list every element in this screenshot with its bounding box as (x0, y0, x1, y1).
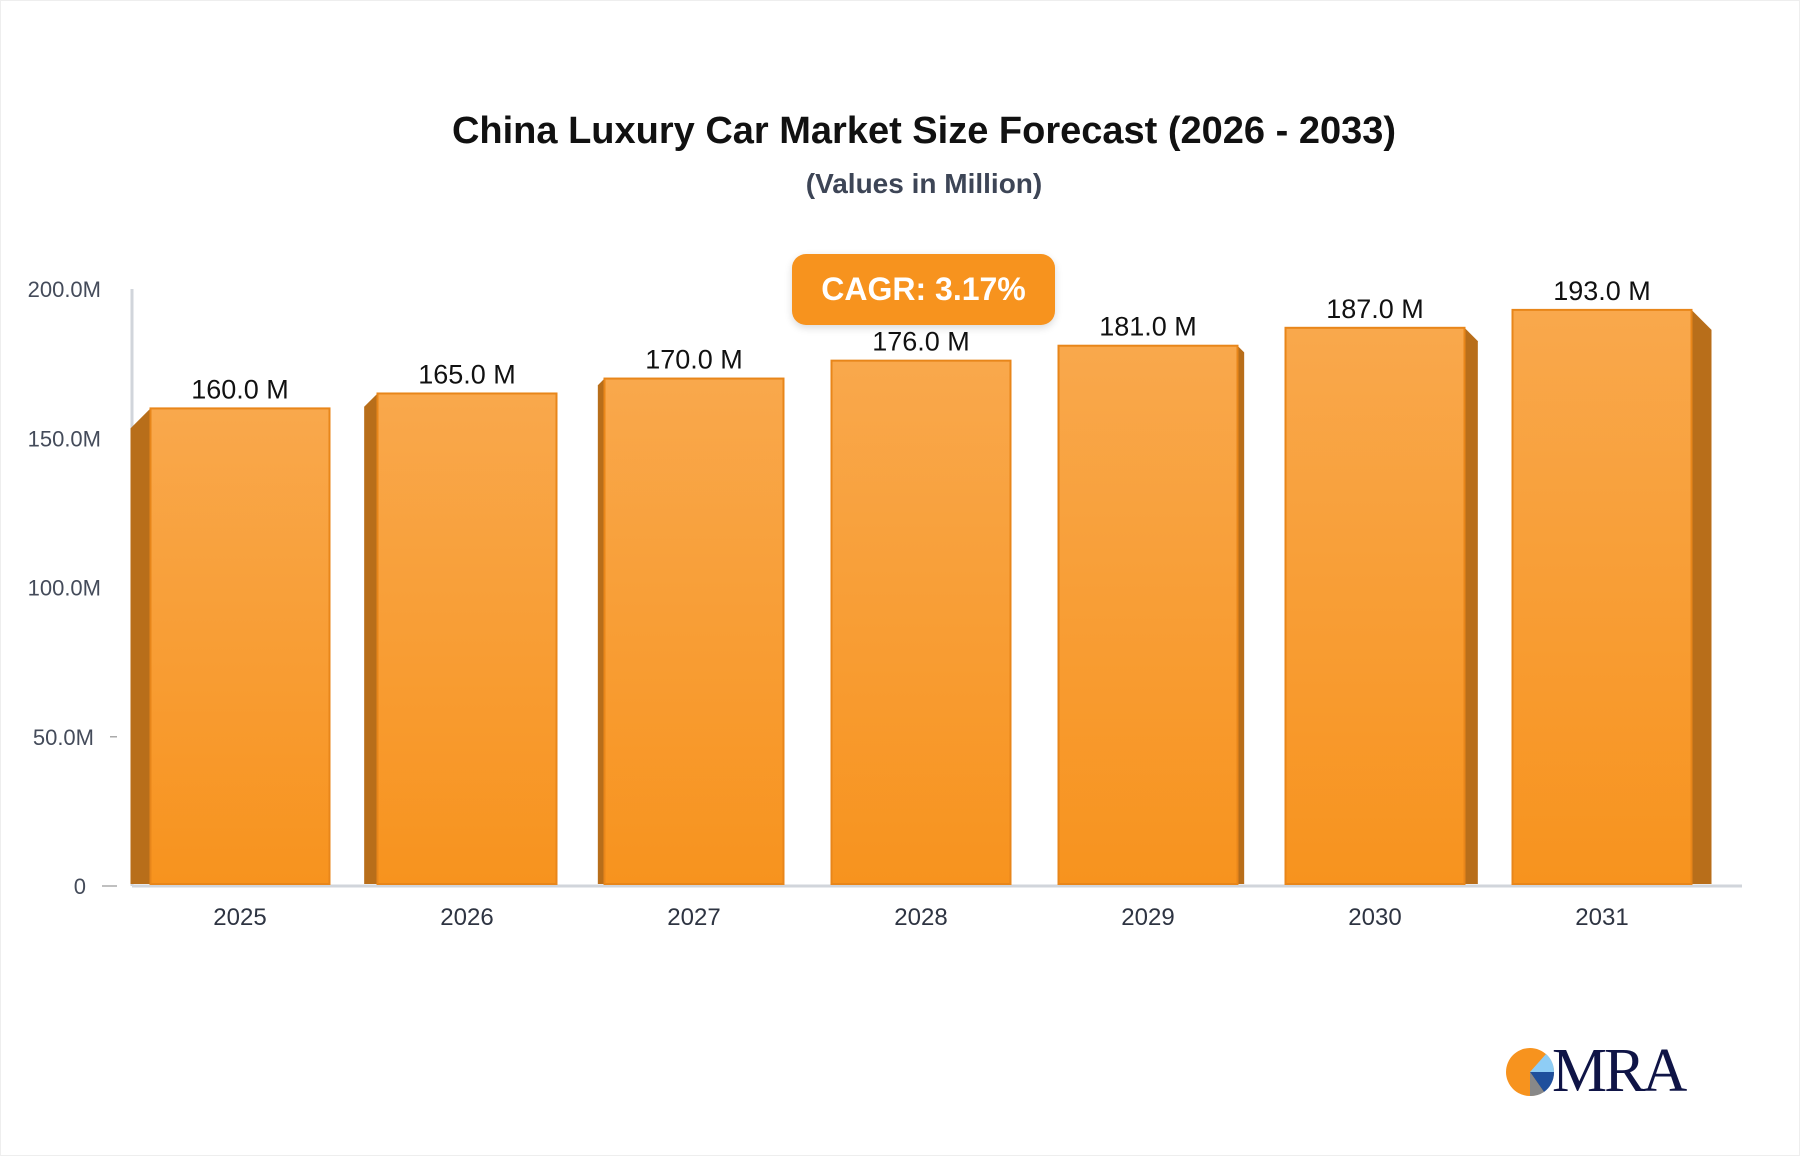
value-label: 160.0 M (191, 374, 289, 404)
bar (376, 392, 558, 885)
chart-subtitle: (Values in Million) (805, 168, 1043, 199)
bar (149, 407, 331, 885)
value-label: 170.0 M (645, 345, 743, 375)
y-tick-label: 200.0M (28, 277, 101, 302)
x-tick-label: 2026 (440, 904, 493, 931)
bar-side (130, 408, 151, 884)
value-label: 165.0 M (418, 359, 516, 389)
x-tick-label: 2025 (213, 904, 266, 931)
y-tick-label: 50.0M (33, 725, 94, 750)
bar-side (364, 393, 378, 884)
chart-title: China Luxury Car Market Size Forecast (2… (451, 110, 1397, 152)
bar-side (1691, 309, 1712, 884)
bar (830, 359, 1012, 885)
bar (1511, 308, 1693, 885)
y-tick-label: 100.0M (28, 576, 101, 601)
value-label: 187.0 M (1326, 294, 1424, 324)
x-tick-label: 2027 (667, 904, 720, 931)
x-tick-label: 2030 (1348, 904, 1401, 931)
x-tick-label: 2029 (1121, 904, 1174, 931)
y-tick-label: 150.0M (28, 426, 101, 451)
x-tick-label: 2028 (894, 904, 947, 931)
x-tick-label: 2031 (1575, 904, 1628, 931)
bar (1284, 326, 1466, 885)
mra-logo: MRA (1504, 1037, 1704, 1105)
value-label: 176.0 M (872, 327, 970, 357)
bar (1057, 344, 1239, 885)
bar-side (597, 378, 605, 884)
bar (603, 377, 785, 885)
bar-side (1237, 345, 1245, 885)
value-label: 181.0 M (1099, 312, 1197, 342)
y-tick-label: 0 (74, 874, 86, 899)
cagr-badge: CAGR: 3.17% (792, 254, 1055, 325)
pie-logo-icon (1506, 1048, 1555, 1097)
bar-side (1464, 327, 1478, 884)
value-label: 193.0 M (1553, 276, 1651, 306)
logo-text: MRA (1552, 1037, 1687, 1105)
